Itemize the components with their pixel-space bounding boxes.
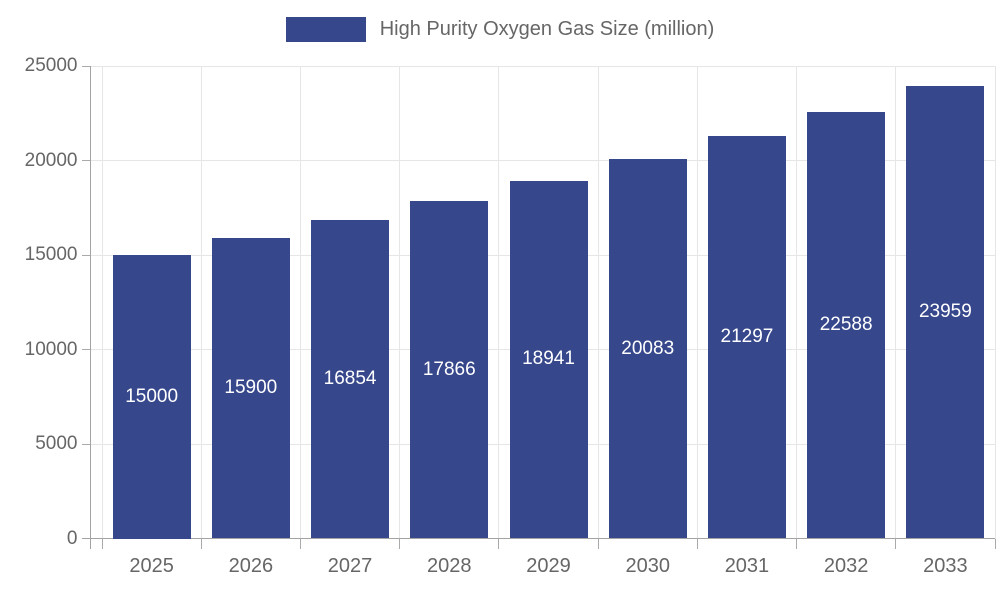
bar-2029[interactable]: 18941 bbox=[509, 180, 588, 539]
gridline-vertical bbox=[299, 66, 301, 539]
bar-value-label: 22588 bbox=[819, 314, 873, 336]
gridline-horizontal bbox=[90, 160, 995, 161]
x-tick-mark bbox=[299, 538, 301, 549]
y-tick-mark bbox=[81, 160, 91, 161]
bar-value-label: 17866 bbox=[422, 358, 476, 380]
x-tick-mark bbox=[796, 538, 798, 549]
x-axis-label: 2028 bbox=[427, 554, 472, 577]
y-tick-label: 0 bbox=[66, 527, 78, 549]
bar-value-label: 23959 bbox=[918, 301, 972, 323]
gridline-vertical bbox=[597, 66, 599, 539]
bar-value-label: 15000 bbox=[125, 385, 179, 407]
x-tick-mark bbox=[597, 538, 599, 549]
x-axis-label: 2026 bbox=[228, 554, 274, 577]
bar-2033[interactable]: 23959 bbox=[906, 85, 985, 539]
x-tick-mark bbox=[399, 538, 401, 549]
x-tick-mark bbox=[101, 538, 103, 549]
bar-value-label: 18941 bbox=[522, 348, 575, 370]
gridline-vertical bbox=[498, 66, 500, 539]
legend-item[interactable]: High Purity Oxygen Gas Size (million) bbox=[285, 17, 715, 42]
x-tick-mark bbox=[498, 538, 500, 549]
bar-2031[interactable]: 21297 bbox=[707, 135, 786, 539]
y-axis-line bbox=[90, 66, 91, 549]
y-tick-label: 25000 bbox=[24, 55, 78, 76]
bar-2026[interactable]: 15900 bbox=[211, 237, 290, 539]
gridline-horizontal bbox=[90, 65, 995, 67]
bar-2027[interactable]: 16854 bbox=[311, 219, 390, 539]
y-tick-mark bbox=[81, 65, 91, 67]
gridline-vertical bbox=[994, 66, 996, 539]
bar-value-label: 20083 bbox=[621, 337, 675, 359]
y-tick-label: 20000 bbox=[24, 149, 78, 171]
bar-value-label: 21297 bbox=[720, 326, 774, 348]
legend: High Purity Oxygen Gas Size (million) bbox=[0, 17, 1000, 42]
bar-value-label: 16854 bbox=[323, 368, 377, 390]
y-tick-mark bbox=[81, 349, 91, 350]
gridline-vertical bbox=[399, 66, 401, 539]
y-tick-label: 10000 bbox=[24, 338, 78, 360]
legend-swatch bbox=[285, 17, 366, 42]
bar-2025[interactable]: 15000 bbox=[112, 255, 191, 539]
bar-value-label: 15900 bbox=[224, 377, 278, 399]
x-tick-mark bbox=[200, 538, 202, 549]
gridline-vertical bbox=[696, 66, 698, 539]
bar-2032[interactable]: 22588 bbox=[807, 111, 886, 539]
gridline-vertical bbox=[101, 66, 103, 539]
gridline-vertical bbox=[895, 66, 897, 539]
x-tick-mark bbox=[696, 538, 698, 549]
x-tick-mark bbox=[994, 538, 996, 549]
x-axis-label: 2032 bbox=[823, 554, 869, 577]
x-tick-mark bbox=[895, 538, 897, 549]
y-tick-mark bbox=[81, 254, 91, 256]
x-axis-label: 2029 bbox=[526, 554, 571, 577]
bar-2030[interactable]: 20083 bbox=[608, 158, 687, 539]
x-axis-label: 2031 bbox=[724, 554, 770, 577]
gridline-vertical bbox=[796, 66, 798, 539]
x-axis-label: 2033 bbox=[923, 554, 968, 577]
y-tick-label: 15000 bbox=[24, 244, 78, 265]
y-tick-mark bbox=[81, 443, 91, 445]
y-tick-label: 5000 bbox=[35, 433, 78, 454]
x-axis-label: 2030 bbox=[625, 554, 670, 577]
x-axis-label: 2027 bbox=[327, 554, 373, 577]
legend-label: High Purity Oxygen Gas Size (million) bbox=[379, 18, 715, 40]
x-axis-line bbox=[81, 538, 995, 539]
bar-2028[interactable]: 17866 bbox=[410, 200, 489, 539]
x-axis-label: 2025 bbox=[129, 554, 174, 577]
gridline-vertical bbox=[200, 66, 202, 539]
